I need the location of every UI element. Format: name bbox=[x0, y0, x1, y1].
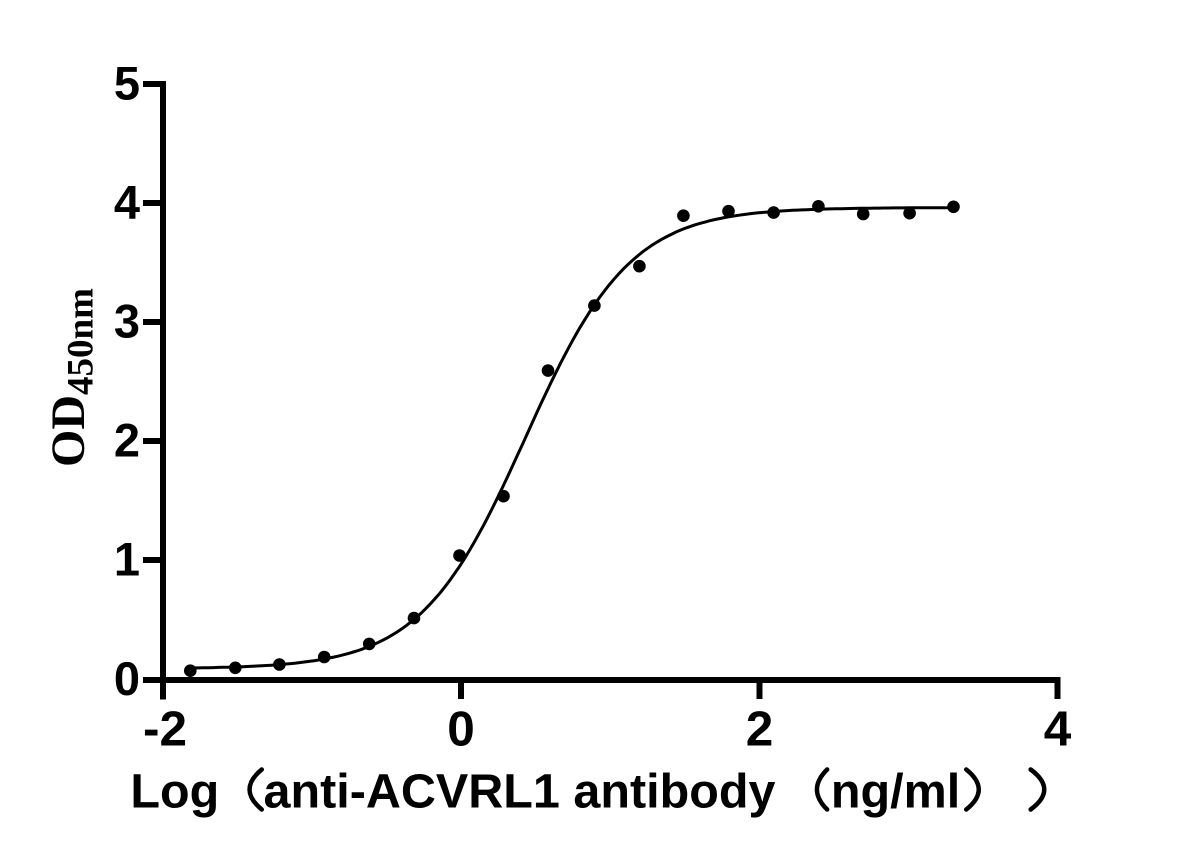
svg-text:anti-ACVRL1 antibody: anti-ACVRL1 antibody bbox=[264, 765, 776, 819]
svg-text:ng/ml: ng/ml bbox=[831, 765, 960, 819]
svg-text:2: 2 bbox=[746, 702, 774, 757]
svg-text:5: 5 bbox=[114, 57, 140, 110]
svg-text:4: 4 bbox=[1044, 702, 1072, 757]
svg-text:1: 1 bbox=[114, 533, 140, 586]
svg-text:Log: Log bbox=[130, 765, 219, 819]
svg-text:4: 4 bbox=[114, 176, 140, 229]
svg-text:0: 0 bbox=[447, 702, 475, 757]
svg-text:-2: -2 bbox=[143, 702, 187, 757]
svg-text:3: 3 bbox=[114, 295, 140, 348]
svg-text:0: 0 bbox=[114, 652, 140, 705]
svg-text:2: 2 bbox=[114, 414, 140, 467]
